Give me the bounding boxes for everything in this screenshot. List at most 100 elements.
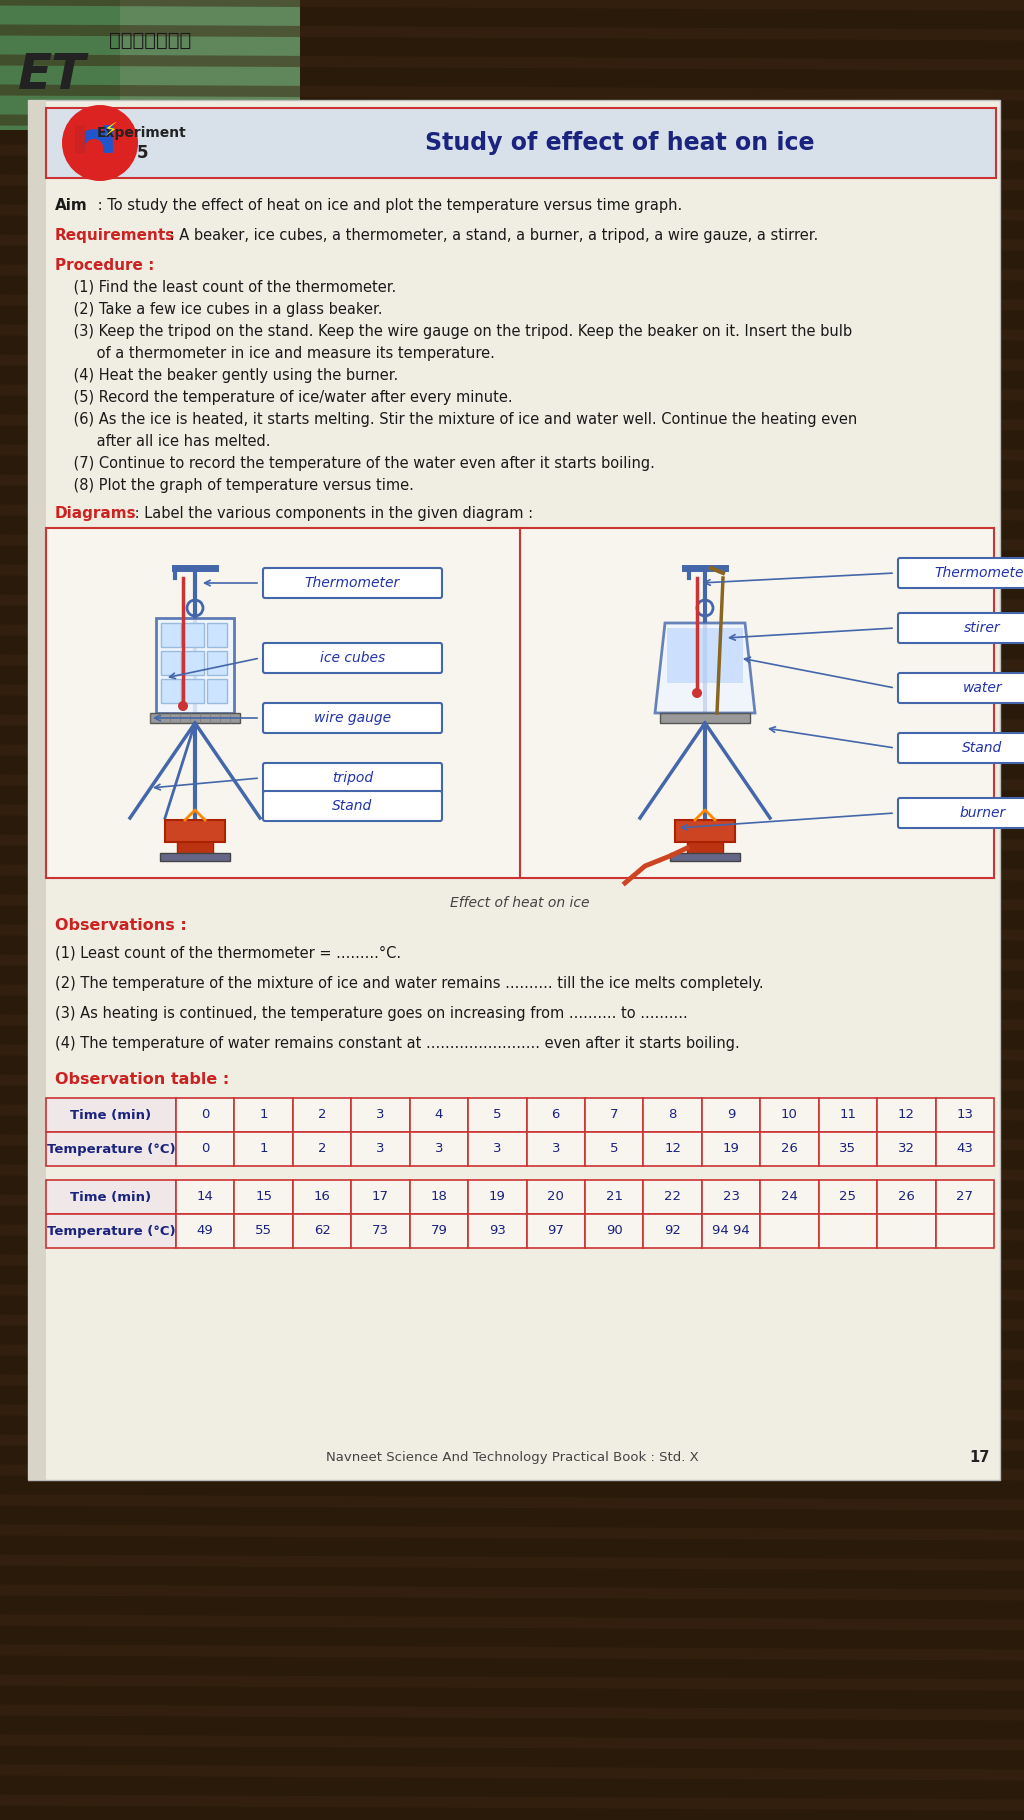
- Bar: [760, 1214, 819, 1249]
- Bar: [819, 1179, 878, 1214]
- Bar: [46, 107, 996, 178]
- FancyBboxPatch shape: [263, 568, 442, 599]
- Bar: [207, 622, 227, 646]
- Text: 43: 43: [956, 1143, 973, 1156]
- Text: 0: 0: [201, 1108, 209, 1121]
- Text: 26: 26: [781, 1143, 798, 1156]
- Text: (3) Keep the tripod on the stand. Keep the wire gauge on the tripod. Keep the be: (3) Keep the tripod on the stand. Keep t…: [55, 324, 852, 339]
- Text: (4) Heat the beaker gently using the burner.: (4) Heat the beaker gently using the bur…: [55, 368, 398, 382]
- Text: 3: 3: [376, 1143, 385, 1156]
- Bar: [936, 1132, 994, 1167]
- Bar: [293, 1097, 351, 1132]
- Bar: [28, 100, 1000, 1480]
- Text: Temperature (°C): Temperature (°C): [47, 1143, 175, 1156]
- Text: Temperature (°C): Temperature (°C): [47, 1225, 175, 1238]
- Text: अहमदनगर: अहमदनगर: [109, 31, 191, 49]
- Text: 23: 23: [723, 1190, 739, 1203]
- Bar: [819, 1214, 878, 1249]
- Bar: [670, 854, 740, 861]
- Text: tripod: tripod: [332, 772, 373, 784]
- Text: : Label the various components in the given diagram :: : Label the various components in the gi…: [130, 506, 534, 521]
- Text: 8: 8: [669, 1108, 677, 1121]
- Text: 90: 90: [606, 1225, 623, 1238]
- Bar: [293, 1179, 351, 1214]
- FancyBboxPatch shape: [263, 642, 442, 673]
- Text: 5: 5: [494, 1108, 502, 1121]
- Bar: [675, 821, 735, 843]
- Text: 1: 1: [259, 1108, 268, 1121]
- Bar: [293, 1214, 351, 1249]
- Bar: [161, 622, 181, 646]
- Bar: [176, 1132, 234, 1167]
- Bar: [878, 1179, 936, 1214]
- Text: 94 94: 94 94: [713, 1225, 750, 1238]
- Bar: [701, 1214, 760, 1249]
- Text: 62: 62: [313, 1225, 331, 1238]
- Text: 9: 9: [727, 1108, 735, 1121]
- Bar: [701, 1097, 760, 1132]
- Text: 26: 26: [898, 1190, 914, 1203]
- Text: (5) Record the temperature of ice/water after every minute.: (5) Record the temperature of ice/water …: [55, 389, 513, 406]
- Bar: [526, 1179, 585, 1214]
- Text: after all ice has melted.: after all ice has melted.: [55, 433, 270, 450]
- Bar: [643, 1097, 701, 1132]
- Bar: [161, 652, 181, 675]
- FancyBboxPatch shape: [898, 797, 1024, 828]
- Text: Study of effect of heat on ice: Study of effect of heat on ice: [425, 131, 815, 155]
- Bar: [176, 1179, 234, 1214]
- Bar: [819, 1132, 878, 1167]
- Text: 79: 79: [430, 1225, 447, 1238]
- Bar: [878, 1097, 936, 1132]
- Text: water: water: [963, 681, 1002, 695]
- FancyBboxPatch shape: [898, 613, 1024, 642]
- FancyBboxPatch shape: [898, 673, 1024, 703]
- Text: 6: 6: [552, 1108, 560, 1121]
- Bar: [468, 1132, 526, 1167]
- Text: 17: 17: [970, 1451, 990, 1465]
- Text: : To study the effect of heat on ice and plot the temperature versus time graph.: : To study the effect of heat on ice and…: [93, 198, 682, 213]
- Text: (4) The temperature of water remains constant at ........................ even a: (4) The temperature of water remains con…: [55, 1036, 739, 1050]
- Circle shape: [178, 701, 188, 712]
- Bar: [936, 1179, 994, 1214]
- Text: 24: 24: [781, 1190, 798, 1203]
- Bar: [760, 1132, 819, 1167]
- Bar: [526, 1132, 585, 1167]
- Text: burner: burner: [959, 806, 1006, 821]
- Bar: [687, 843, 723, 855]
- Text: (1) Find the least count of the thermometer.: (1) Find the least count of the thermome…: [55, 280, 396, 295]
- Text: 13: 13: [956, 1108, 973, 1121]
- Text: 49: 49: [197, 1225, 214, 1238]
- Text: : A beaker, ice cubes, a thermometer, a stand, a burner, a tripod, a wire gauze,: : A beaker, ice cubes, a thermometer, a …: [165, 228, 818, 244]
- Text: Experiment: Experiment: [97, 126, 186, 140]
- Bar: [585, 1097, 643, 1132]
- Text: 55: 55: [255, 1225, 272, 1238]
- Text: 3: 3: [376, 1108, 385, 1121]
- Bar: [0, 0, 120, 129]
- Text: 12: 12: [898, 1108, 914, 1121]
- Bar: [234, 1179, 293, 1214]
- Text: Navneet Science And Technology Practical Book : Std. X: Navneet Science And Technology Practical…: [326, 1452, 698, 1465]
- Bar: [207, 652, 227, 675]
- Text: 3: 3: [552, 1143, 560, 1156]
- Bar: [643, 1179, 701, 1214]
- Text: 73: 73: [372, 1225, 389, 1238]
- Bar: [643, 1132, 701, 1167]
- Text: wire gauge: wire gauge: [314, 712, 391, 724]
- Text: ice cubes: ice cubes: [319, 652, 385, 664]
- Bar: [160, 854, 230, 861]
- Bar: [585, 1132, 643, 1167]
- Text: 12: 12: [665, 1143, 681, 1156]
- Bar: [176, 1097, 234, 1132]
- Bar: [526, 1214, 585, 1249]
- Text: 19: 19: [723, 1143, 739, 1156]
- Text: 5: 5: [610, 1143, 618, 1156]
- Text: Observation table :: Observation table :: [55, 1072, 229, 1087]
- Text: 11: 11: [840, 1108, 856, 1121]
- Bar: [46, 1132, 176, 1167]
- Text: 20: 20: [548, 1190, 564, 1203]
- Bar: [468, 1179, 526, 1214]
- Bar: [819, 1097, 878, 1132]
- Text: 1: 1: [259, 1143, 268, 1156]
- Bar: [878, 1214, 936, 1249]
- Bar: [351, 1214, 410, 1249]
